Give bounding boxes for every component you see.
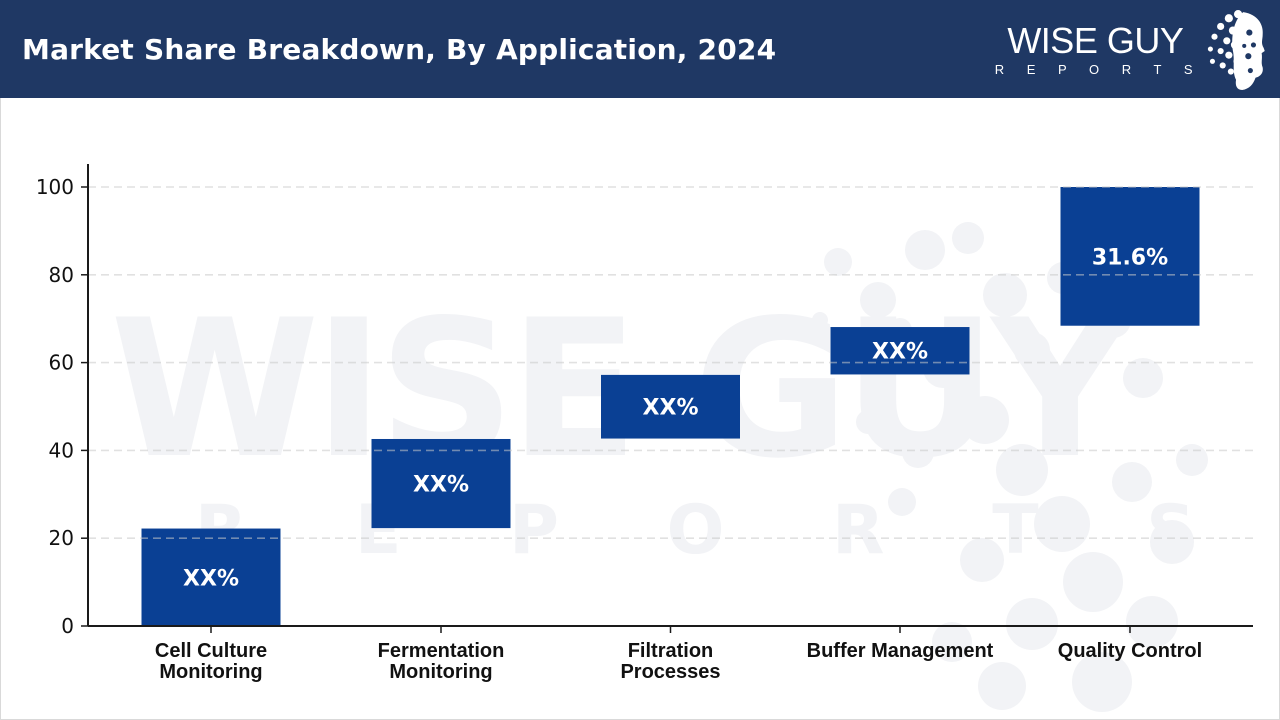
y-tick-label: 0 bbox=[61, 614, 74, 638]
x-tick-label: Buffer Management bbox=[807, 640, 994, 662]
watermark-dot bbox=[1123, 358, 1163, 398]
x-tick-label: Monitoring bbox=[159, 661, 262, 683]
x-tick-label: Quality Control bbox=[1058, 640, 1202, 662]
watermark-dot bbox=[902, 436, 934, 468]
watermark-dot bbox=[888, 488, 916, 516]
x-tick-label: Cell Culture bbox=[155, 640, 267, 662]
watermark-dot bbox=[1072, 652, 1132, 712]
watermark-dot bbox=[860, 282, 896, 318]
watermark-dot bbox=[961, 396, 1009, 444]
x-tick-label: Filtration bbox=[628, 640, 714, 662]
bar-segment bbox=[1060, 187, 1200, 326]
bar-value-label: XX% bbox=[872, 340, 928, 365]
x-tick-label: Monitoring bbox=[389, 661, 492, 683]
y-tick-label: 40 bbox=[49, 438, 74, 462]
bar-value-label: 31.6% bbox=[1092, 245, 1168, 270]
y-tick-label: 100 bbox=[36, 175, 74, 199]
watermark-dot bbox=[856, 410, 880, 434]
logo-wordmark: WISE GUY R E P O R T S bbox=[989, 19, 1202, 77]
bar-value-label: XX% bbox=[643, 396, 699, 421]
bar-value-label: XX% bbox=[183, 566, 239, 591]
page-title: Market Share Breakdown, By Application, … bbox=[22, 32, 777, 66]
watermark-subtext: R E P O R T S bbox=[195, 491, 1237, 570]
watermark-dot bbox=[1150, 520, 1194, 564]
watermark-dot bbox=[983, 273, 1027, 317]
x-tick-label: Processes bbox=[620, 661, 720, 683]
header: Market Share Breakdown, By Application, … bbox=[0, 0, 1280, 98]
y-tick-label: 20 bbox=[49, 526, 74, 550]
watermark-dot bbox=[1126, 596, 1178, 648]
watermark-dot bbox=[812, 312, 828, 328]
logo-face-icon bbox=[1207, 10, 1265, 90]
watermark-dot bbox=[996, 444, 1048, 496]
watermark-dot bbox=[824, 248, 852, 276]
y-tick-label: 60 bbox=[49, 351, 74, 375]
watermark-dot bbox=[978, 662, 1026, 710]
bar-segment bbox=[371, 438, 511, 529]
bar-value-label: XX% bbox=[413, 473, 469, 498]
watermark-dot bbox=[960, 538, 1004, 582]
watermark-dot bbox=[1006, 598, 1058, 650]
watermark-dot bbox=[905, 230, 945, 270]
logo-subtitle-text: R E P O R T S bbox=[994, 61, 1202, 77]
x-tick-label: Fermentation bbox=[378, 640, 505, 662]
watermark-dot bbox=[1112, 462, 1152, 502]
bar-segment bbox=[141, 528, 281, 626]
y-tick-label: 80 bbox=[49, 263, 74, 287]
watermark-dot bbox=[932, 622, 972, 662]
bar-segment bbox=[830, 327, 970, 375]
watermark-dot bbox=[1063, 552, 1123, 612]
watermark-dot bbox=[1176, 444, 1208, 476]
wise-guy-logo: WISE GUY R E P O R T S bbox=[989, 8, 1266, 90]
logo-title-text: WISE GUY bbox=[1007, 19, 1184, 61]
bar-segment bbox=[601, 374, 740, 439]
watermark-dot bbox=[952, 222, 984, 254]
watermark-dot bbox=[1014, 332, 1050, 368]
